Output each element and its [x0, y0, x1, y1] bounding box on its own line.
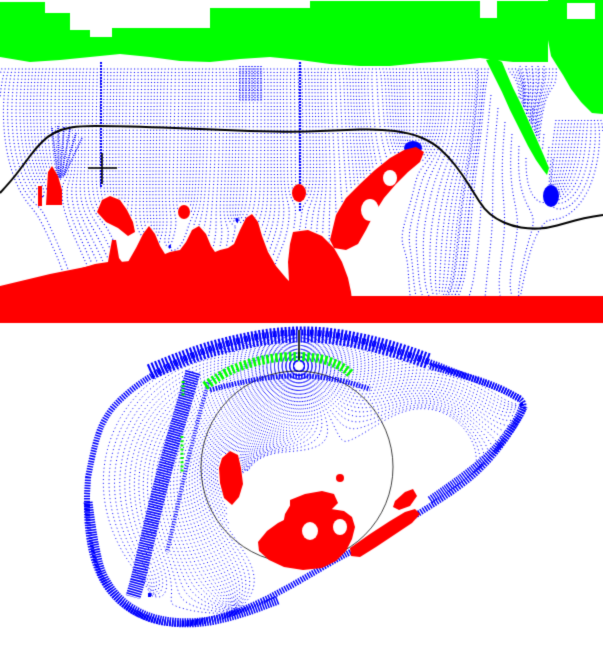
vector-field-canvas — [0, 0, 603, 645]
figure-stage — [0, 0, 603, 645]
